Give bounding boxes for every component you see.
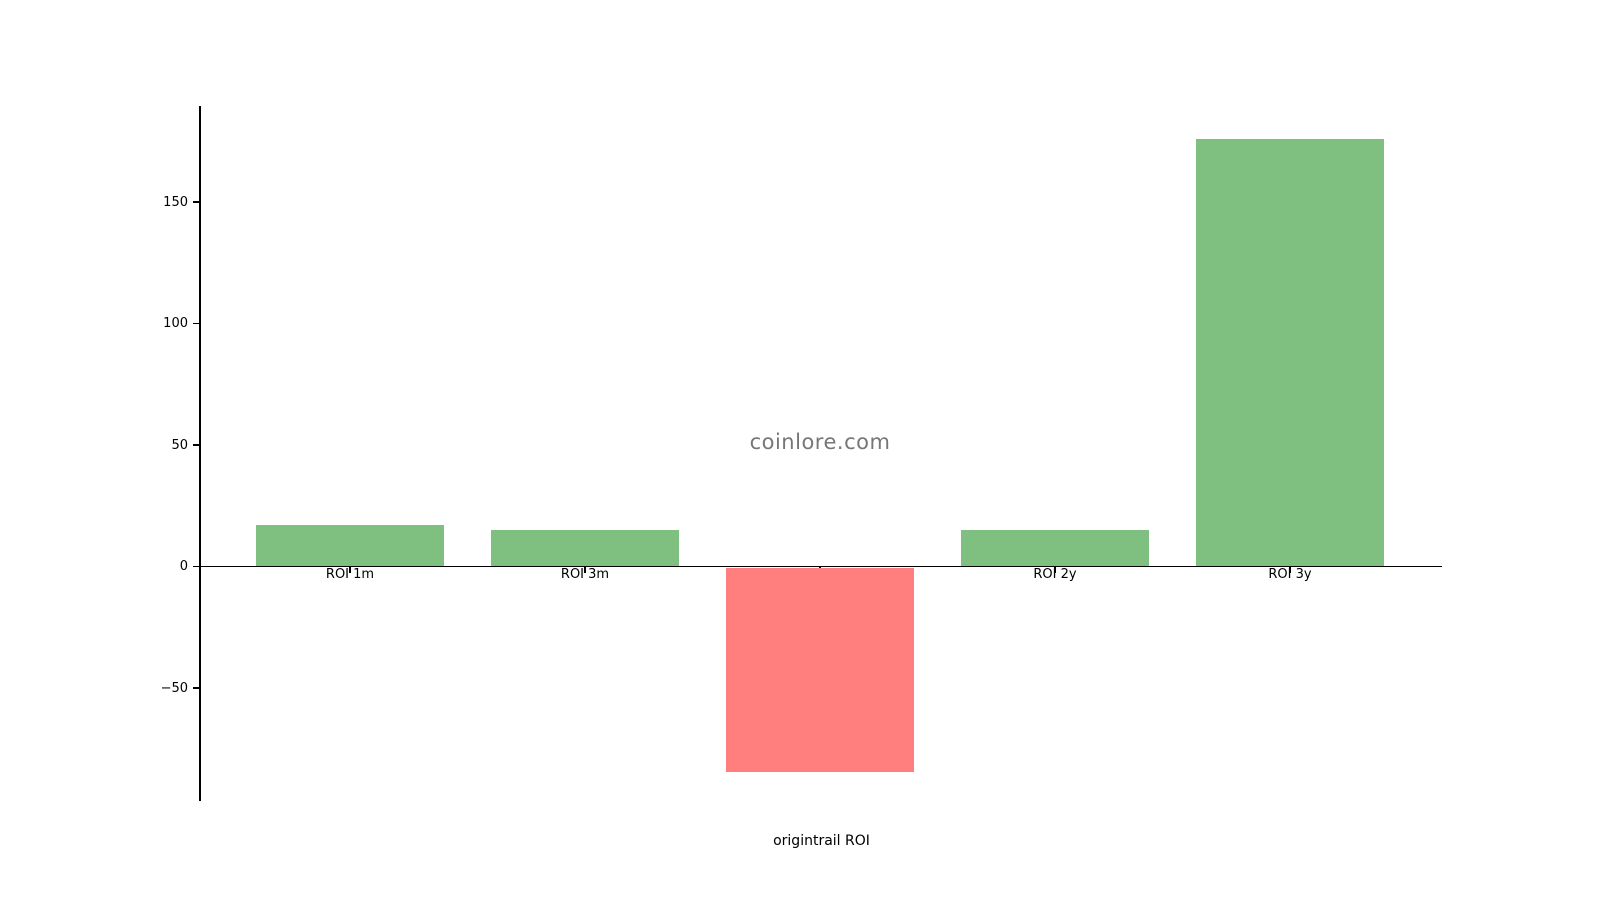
x-tick-label: ROI 2y (1033, 567, 1077, 582)
x-axis-title: origintrail ROI (773, 833, 870, 849)
x-tick-mark (349, 566, 351, 573)
y-tick-label: −50 (160, 680, 188, 696)
x-axis-line (199, 565, 1442, 567)
x-tick-mark (1289, 566, 1291, 573)
y-tick-mark (193, 201, 199, 203)
y-tick-mark (193, 322, 199, 325)
x-tick-label: ROI 1m (325, 567, 375, 582)
bar-roi-1m (256, 525, 444, 567)
y-tick-label: 100 (163, 316, 188, 331)
y-tick-label: 0 (179, 559, 188, 574)
bar-roi-3y (1196, 138, 1384, 567)
x-tick-label: ROI 3m (560, 567, 610, 582)
x-tick-label: ROI 3y (1268, 567, 1312, 582)
y-tick-mark (193, 687, 199, 689)
bar-roi-2 (726, 567, 914, 772)
y-axis-line (199, 106, 201, 801)
bar-roi-2y (961, 530, 1149, 567)
x-tick-mark (584, 566, 586, 573)
bar-roi-3m (491, 530, 679, 567)
y-tick-mark (193, 444, 199, 446)
y-tick-label: 150 (163, 194, 188, 210)
watermark: coinlore.com (749, 430, 891, 454)
x-tick-mark (1054, 566, 1056, 573)
y-tick-mark (193, 565, 199, 568)
y-tick-label: 50 (171, 437, 188, 453)
